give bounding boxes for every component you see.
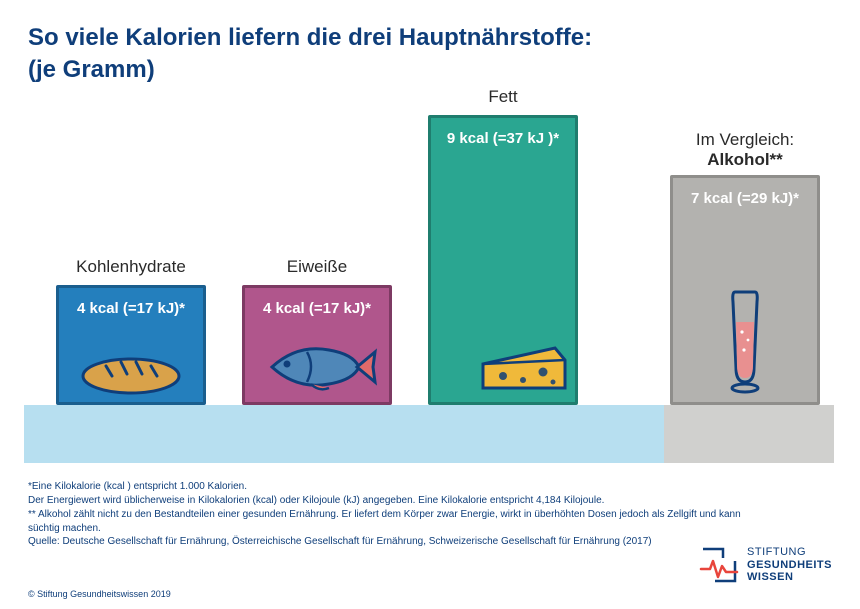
bar-label-protein: Eiweiße bbox=[242, 257, 392, 277]
bar-value-alcohol: 7 kcal (=29 kJ)* bbox=[673, 190, 817, 207]
floor-compare bbox=[664, 405, 834, 463]
title-line2: (je Gramm) bbox=[28, 54, 592, 86]
page-title: So viele Kalorien liefern die drei Haupt… bbox=[28, 22, 592, 87]
floor-main bbox=[24, 405, 664, 463]
footnote-1: *Eine Kilokalorie (kcal ) entspricht 1.0… bbox=[28, 480, 748, 494]
bread-icon bbox=[59, 346, 203, 396]
compare-label-line2: Alkohol** bbox=[707, 150, 783, 169]
copyright: © Stiftung Gesundheitswissen 2019 bbox=[28, 589, 171, 599]
bar-body-fat: 9 kcal (=37 kJ )* bbox=[428, 115, 578, 405]
glass-icon bbox=[673, 286, 817, 396]
logo-text: STIFTUNG GESUNDHEITS WISSEN bbox=[747, 546, 832, 584]
bar-label-alcohol: Im Vergleich: Alkohol** bbox=[670, 130, 820, 170]
bar-body-carbs: 4 kcal (=17 kJ)* bbox=[56, 285, 206, 405]
footnote-2: Der Energiewert wird üblicherweise in Ki… bbox=[28, 494, 748, 508]
bar-value-fat: 9 kcal (=37 kJ )* bbox=[431, 130, 575, 147]
bar-value-protein: 4 kcal (=17 kJ)* bbox=[245, 300, 389, 317]
title-line1: So viele Kalorien liefern die drei Haupt… bbox=[28, 22, 592, 54]
footnote-3: ** Alkohol zählt nicht zu den Bestandtei… bbox=[28, 508, 748, 536]
cheese-icon bbox=[431, 338, 575, 396]
bar-label-carbs: Kohlenhydrate bbox=[56, 257, 206, 277]
footnotes: *Eine Kilokalorie (kcal ) entspricht 1.0… bbox=[28, 480, 748, 536]
logo-line2a: GESUNDHEITS bbox=[747, 559, 832, 572]
compare-label-line1: Im Vergleich: bbox=[696, 130, 794, 149]
logo-line1: STIFTUNG bbox=[747, 546, 832, 559]
source-line: Quelle: Deutsche Gesellschaft für Ernähr… bbox=[28, 536, 652, 547]
bar-label-fat: Fett bbox=[428, 87, 578, 107]
bar-body-alcohol: 7 kcal (=29 kJ)* bbox=[670, 175, 820, 405]
publisher-logo: STIFTUNG GESUNDHEITS WISSEN bbox=[699, 545, 832, 585]
bar-body-protein: 4 kcal (=17 kJ)* bbox=[242, 285, 392, 405]
logo-mark-icon bbox=[699, 545, 739, 585]
bar-value-carbs: 4 kcal (=17 kJ)* bbox=[59, 300, 203, 317]
fish-icon bbox=[245, 338, 389, 396]
logo-line2b: WISSEN bbox=[747, 571, 832, 584]
